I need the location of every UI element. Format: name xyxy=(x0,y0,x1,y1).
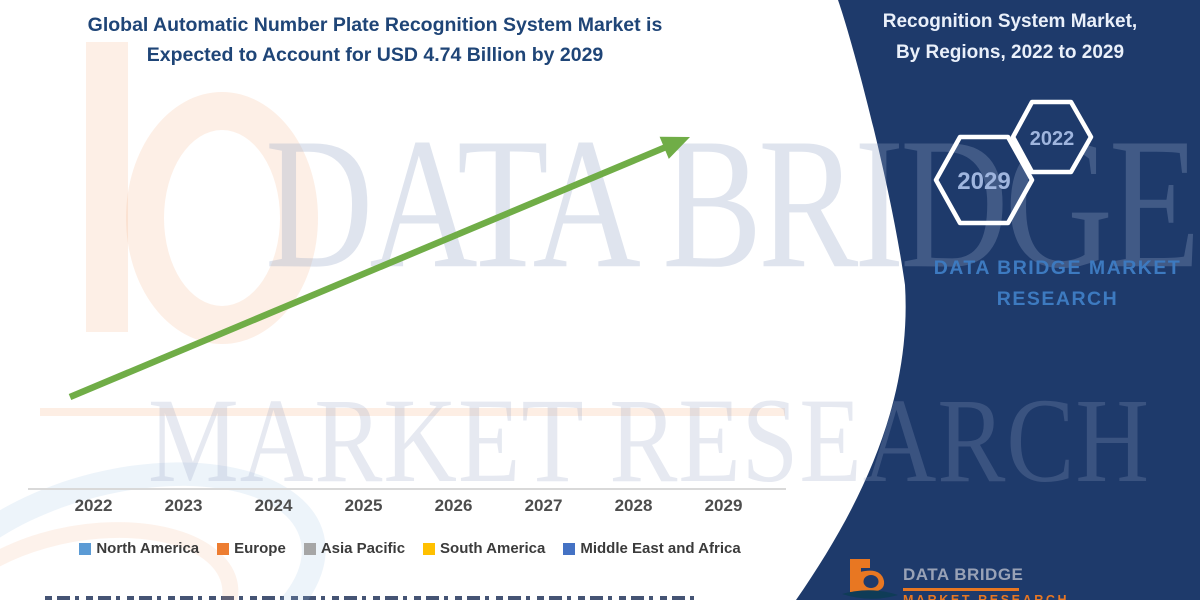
hexagon-2029 xyxy=(933,134,1035,226)
legend-label: Asia Pacific xyxy=(320,540,406,557)
legend-item-europe: Europe xyxy=(217,540,286,557)
legend-item-middle-east-and-africa: Middle East and Africa xyxy=(563,540,741,557)
legend-swatch-icon xyxy=(423,542,436,555)
panel-brand-line2: RESEARCH xyxy=(996,288,1119,310)
chart-title-line1: Global Automatic Number Plate Recognitio… xyxy=(87,14,663,36)
chart-title: Global Automatic Number Plate Recognitio… xyxy=(30,10,720,70)
panel-heading: Recognition System Market, By Regions, 2… xyxy=(830,6,1190,68)
trend-arrow xyxy=(68,136,690,400)
x-axis-label-2023: 2023 xyxy=(164,496,203,515)
x-axis-label-2026: 2026 xyxy=(434,496,473,515)
x-axis-label-2027: 2027 xyxy=(524,496,563,515)
data-bridge-logo-icon xyxy=(842,559,898,599)
panel-heading-line1: Recognition System Market, xyxy=(882,11,1138,32)
hexagon-2022 xyxy=(1010,99,1094,175)
legend-swatch-icon xyxy=(217,542,230,555)
x-axis-label-2025: 2025 xyxy=(344,496,383,515)
panel-heading-line2: By Regions, 2022 to 2029 xyxy=(895,42,1125,63)
x-axis-label-2029: 2029 xyxy=(704,496,743,515)
legend-label: North America xyxy=(96,540,200,557)
legend-swatch-icon xyxy=(563,542,576,555)
cropped-bottom-text xyxy=(45,596,700,600)
x-axis-label-2022: 2022 xyxy=(74,496,113,515)
hexagon-2022-label: 2022 xyxy=(1030,128,1075,150)
legend-swatch-icon xyxy=(303,542,316,555)
logo-subtitle-cropped: MARKET RESEARCH xyxy=(903,593,1070,600)
x-axis-label-2028: 2028 xyxy=(614,496,653,515)
logo-name-text: DATA BRIDGE xyxy=(903,565,1024,584)
logo-underline xyxy=(903,588,1019,591)
legend-label: Middle East and Africa xyxy=(580,540,741,557)
panel-brand-line1: DATA BRIDGE MARKET xyxy=(933,257,1182,279)
legend-label: Europe xyxy=(234,540,286,557)
chart-title-line2: Expected to Account for USD 4.74 Billion… xyxy=(146,44,604,66)
x-axis-label-2024: 2024 xyxy=(254,496,293,515)
chart-legend: North America Europe Asia Pacific South Ame… xyxy=(20,540,800,557)
panel-brand-wordmark: DATA BRIDGE MARKET RESEARCH xyxy=(905,253,1200,315)
legend-item-asia-pacific: Asia Pacific xyxy=(303,540,406,557)
hexagon-2029-label: 2029 xyxy=(957,168,1010,195)
x-axis-line xyxy=(28,488,786,490)
year-hexagons: 2029 2022 xyxy=(933,99,1094,226)
legend-item-north-america: North America xyxy=(79,540,199,557)
legend-item-south-america: South America xyxy=(423,540,545,557)
legend-label: South America xyxy=(440,540,546,557)
legend-swatch-icon xyxy=(79,542,92,555)
